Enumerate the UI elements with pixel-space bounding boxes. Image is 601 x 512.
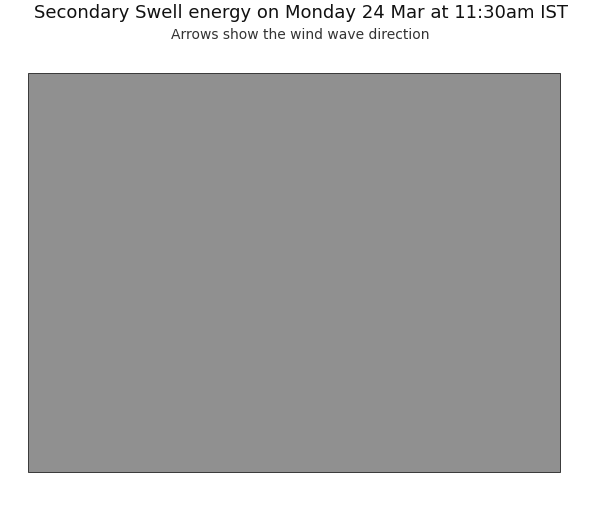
Bar [28,73,560,472]
Text: Arrows show the wind wave direction: Arrows show the wind wave direction [171,28,430,41]
Text: Secondary Swell energy on Monday 24 Mar at 11:30am IST: Secondary Swell energy on Monday 24 Mar … [34,4,567,22]
